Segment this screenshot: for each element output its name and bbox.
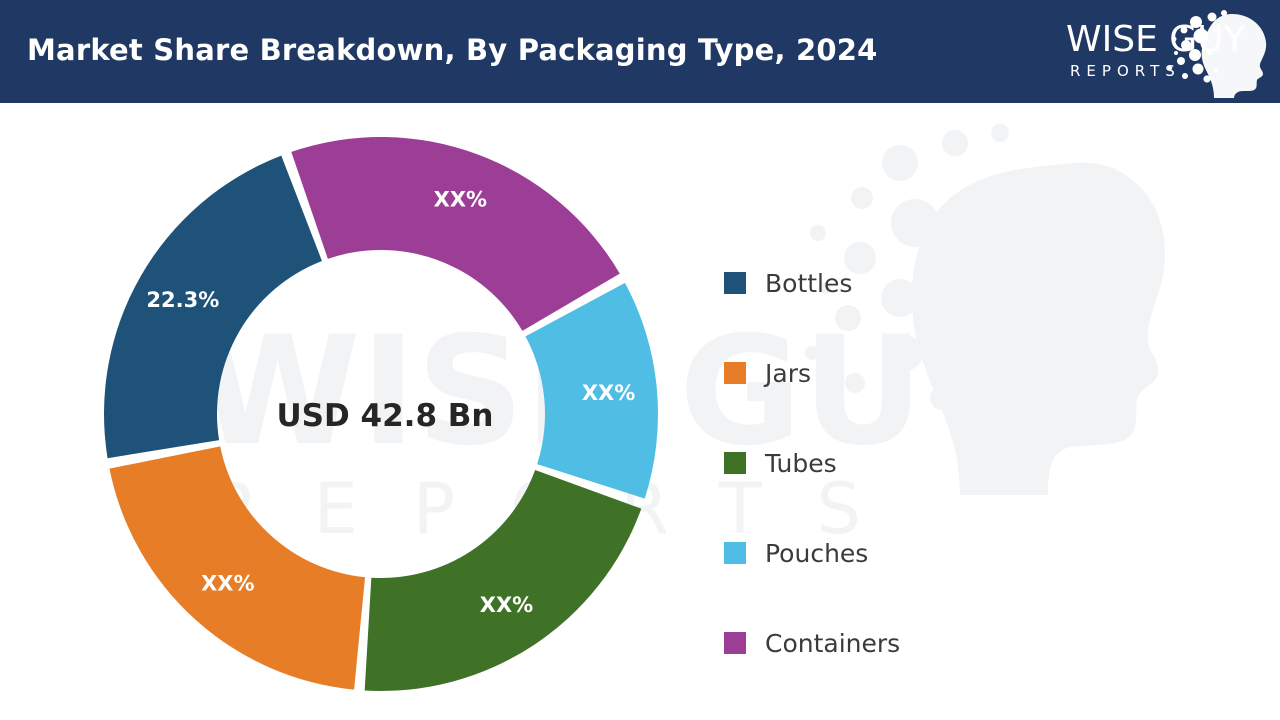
donut-slice-jars[interactable] (109, 446, 366, 690)
page-header: Market Share Breakdown, By Packaging Typ… (0, 0, 1280, 103)
donut-chart: XX% XX% XX% XX% 22.3% USD 42.8 Bn (90, 118, 680, 718)
chart-legend: Bottles Jars Tubes Pouches Containers (724, 238, 1144, 688)
logo-wordmark-primary: WISE GUY (1066, 19, 1247, 60)
legend-label-tubes: Tubes (765, 448, 837, 478)
slice-label-jars: XX% (201, 572, 254, 596)
slice-label-pouches: XX% (582, 381, 635, 405)
donut-slice-pouches[interactable] (525, 282, 659, 499)
legend-item-bottles[interactable]: Bottles (724, 238, 1144, 328)
page-title: Market Share Breakdown, By Packaging Typ… (27, 33, 878, 67)
legend-swatch-tubes (724, 452, 746, 474)
donut-center-value: USD 42.8 Bn (276, 398, 494, 434)
slice-label-bottles: 22.3% (146, 288, 219, 312)
legend-swatch-jars (724, 362, 746, 384)
legend-label-bottles: Bottles (765, 268, 853, 298)
chart-body: WISE GUY REPORTS XX%XX%XX%XX%22.3% US (0, 103, 1280, 720)
logo-dot-cloud-icon (1167, 10, 1227, 83)
legend-item-pouches[interactable]: Pouches (724, 508, 1144, 598)
donut-slice-labels: XX% XX% XX% XX% 22.3% (146, 188, 635, 617)
wise-guy-reports-logo: WISE GUY REPORTS (1064, 6, 1276, 98)
slice-label-tubes: XX% (480, 593, 533, 617)
legend-swatch-pouches (724, 542, 746, 564)
legend-item-containers[interactable]: Containers (724, 598, 1144, 688)
legend-label-jars: Jars (765, 358, 811, 388)
legend-swatch-bottles (724, 272, 746, 294)
donut-slice-containers[interactable] (291, 137, 620, 331)
logo-wordmark-secondary: REPORTS (1070, 62, 1181, 80)
legend-label-containers: Containers (765, 628, 901, 658)
legend-item-tubes[interactable]: Tubes (724, 418, 1144, 508)
legend-item-jars[interactable]: Jars (724, 328, 1144, 418)
donut-slices (104, 137, 659, 691)
slice-label-containers: XX% (434, 188, 487, 212)
legend-label-pouches: Pouches (765, 538, 869, 568)
donut-chart-svg: XX% XX% XX% XX% 22.3% (104, 137, 659, 691)
legend-swatch-containers (724, 632, 746, 654)
donut-slice-tubes[interactable] (364, 470, 642, 691)
head-silhouette-icon (1201, 14, 1267, 98)
donut-slice-bottles[interactable] (104, 155, 322, 459)
